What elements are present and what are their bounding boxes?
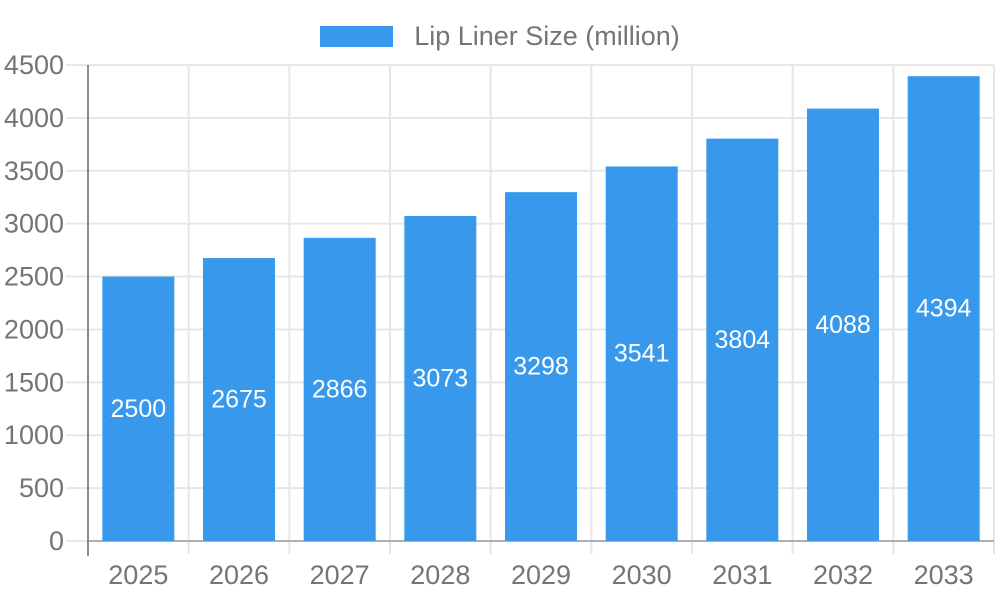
bar [102,276,175,541]
legend-label: Lip Liner Size (million) [414,20,680,51]
x-tick-label: 2027 [310,560,370,590]
bar [505,192,577,541]
bar-value-label: 4088 [815,311,871,339]
bar [706,138,779,541]
bar-value-label: 3541 [614,340,670,368]
bar [907,76,980,541]
x-tick-label: 2033 [914,560,974,590]
x-tick-label: 2032 [813,560,873,590]
bar-value-label: 3298 [513,353,569,381]
y-tick-label: 1000 [4,420,64,450]
legend-swatch-icon [320,25,394,47]
y-tick-label: 500 [19,473,64,503]
y-tick-label: 0 [49,526,64,556]
bar [605,166,678,541]
x-tick-label: 2031 [712,560,772,590]
x-tick-label: 2025 [108,560,168,590]
bar-value-label: 2500 [111,395,167,423]
bar-value-label: 3804 [715,326,771,354]
x-tick-label: 2026 [209,560,269,590]
bar-value-label: 2866 [312,375,368,403]
bar [303,237,376,541]
chart-legend: Lip Liner Size (million) [0,18,1000,54]
y-tick-label: 4000 [4,103,64,133]
bar [404,215,477,541]
y-tick-label: 3000 [4,209,64,239]
bar [203,258,275,541]
y-tick-label: 3500 [4,156,64,186]
x-tick-label: 2030 [612,560,672,590]
bar-value-label: 3073 [413,364,469,392]
y-tick-label: 2500 [4,262,64,292]
x-tick-label: 2029 [511,560,571,590]
bar [807,108,879,541]
y-tick-label: 1500 [4,367,64,397]
bar-value-label: 4394 [916,295,972,323]
bar-value-label: 2675 [211,386,267,414]
x-tick-label: 2028 [410,560,470,590]
y-tick-label: 4500 [4,50,64,80]
y-tick-label: 2000 [4,314,64,344]
